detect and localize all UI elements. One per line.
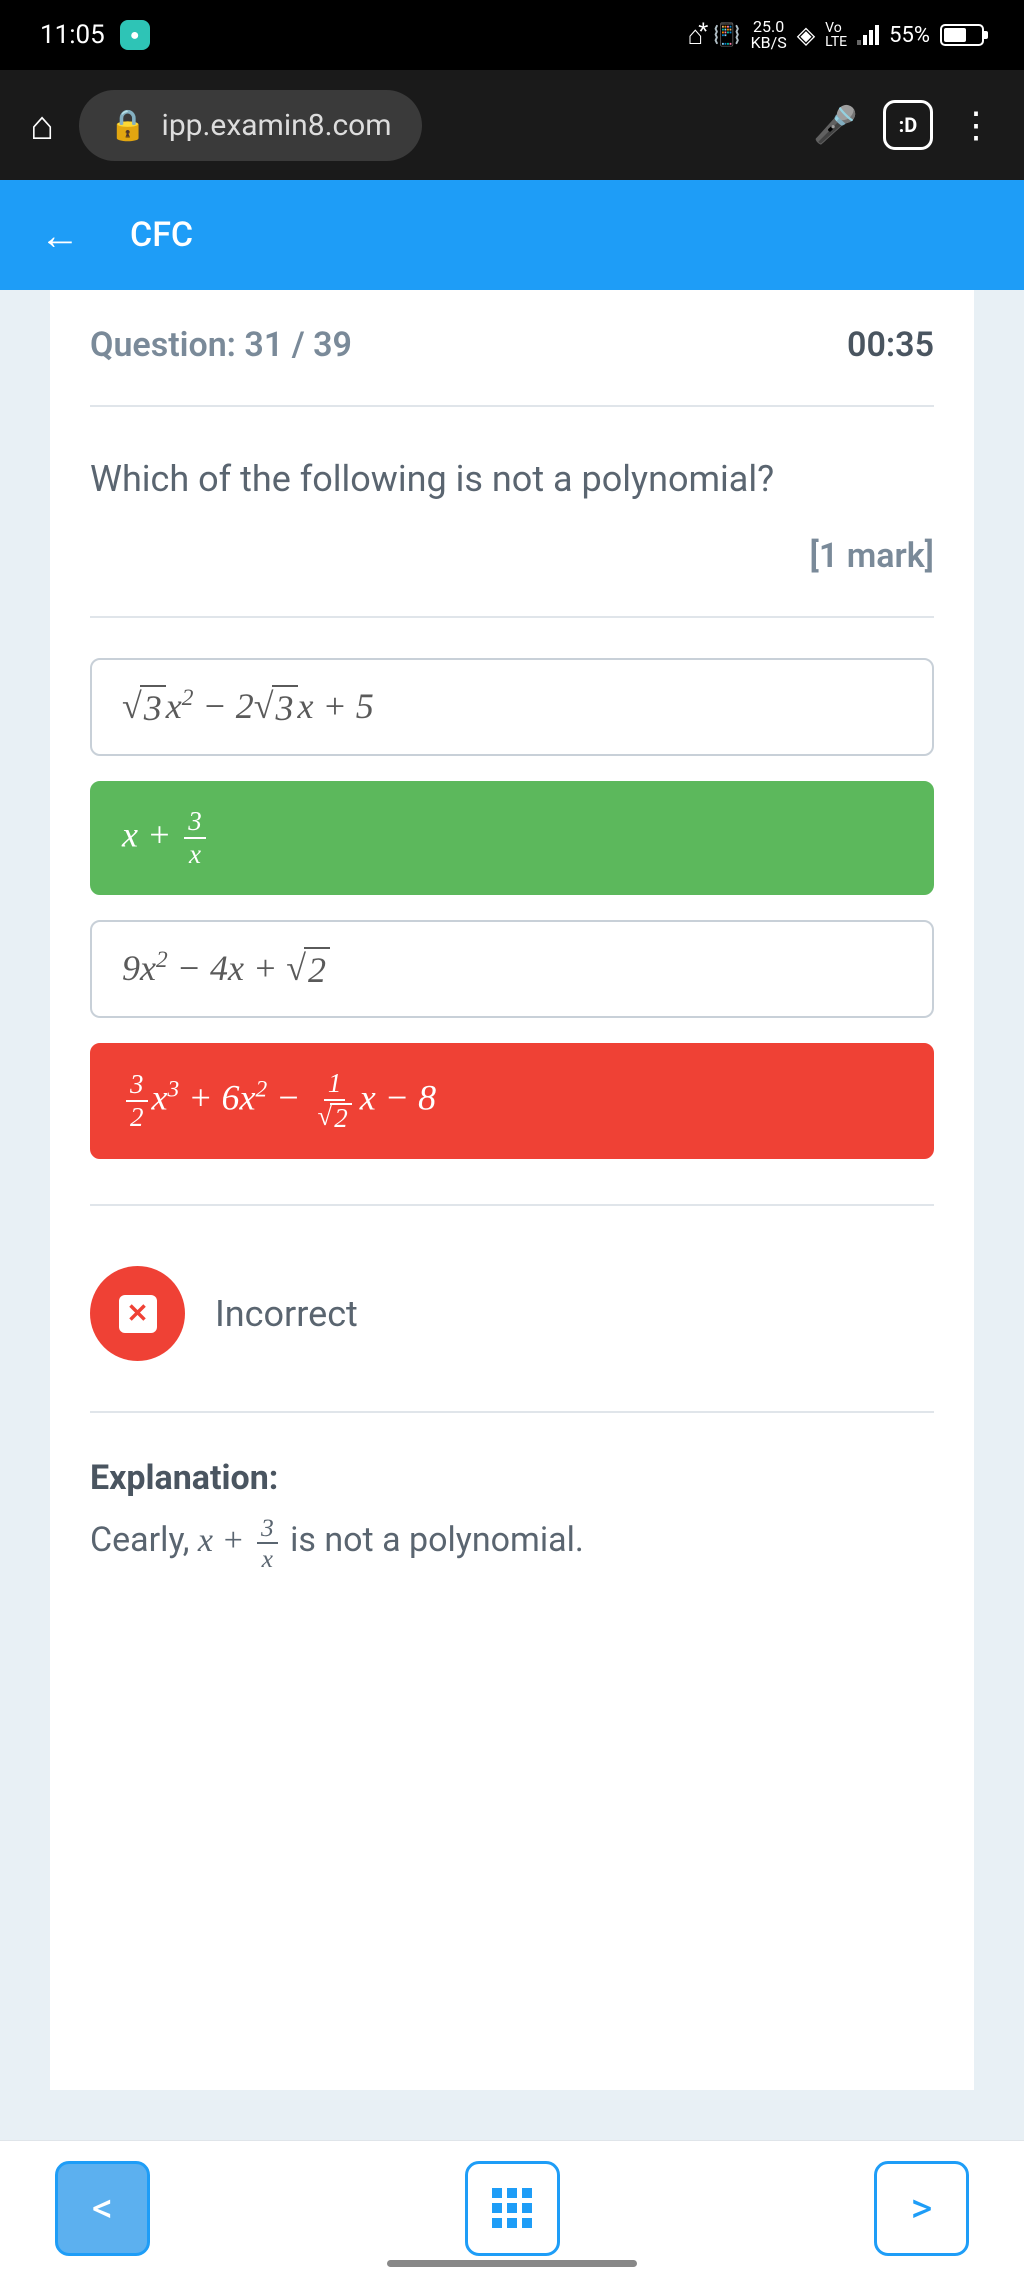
bluetooth-icon: ⌂⃰ [687, 20, 703, 51]
status-bar: 11:05 ● ⌂⃰ 📳 25.0 KB/S ◈ VoLTE 55% [0, 0, 1024, 70]
result-label: Incorrect [215, 1293, 358, 1335]
status-time: 11:05 [40, 20, 105, 50]
camera-indicator-icon: ● [120, 20, 150, 50]
option-b[interactable]: x + 3x [90, 781, 934, 895]
browser-bar: ⌂ 🔒 ipp.examin8.com 🎤 :D ⋮ [0, 70, 1024, 180]
mic-icon[interactable]: 🎤 [813, 104, 858, 146]
question-timer: 00:35 [847, 325, 934, 365]
home-icon[interactable]: ⌂ [30, 102, 54, 149]
wifi-icon: ◈ [797, 21, 815, 49]
question-counter: Question: 31 / 39 [90, 325, 352, 365]
app-title: CFC [130, 215, 193, 255]
more-icon[interactable]: ⋮ [958, 104, 994, 146]
url-text: ipp.examin8.com [162, 108, 392, 143]
grid-icon [492, 2188, 532, 2228]
net-label: VoLTE [825, 21, 847, 49]
option-a[interactable]: 3x2 − 23x + 5 [90, 658, 934, 756]
page-background: Question: 31 / 39 00:35 Which of the fol… [0, 290, 1024, 2140]
prev-button[interactable]: < [55, 2161, 150, 2256]
result-badge: ✕ [90, 1266, 185, 1361]
lock-icon: 🔒 [109, 108, 146, 143]
battery-pct: 55% [889, 23, 930, 48]
result-row: ✕ Incorrect [90, 1266, 934, 1361]
option-c[interactable]: 9x2 − 4x + 2 [90, 920, 934, 1018]
explanation-text: Cearly, x + 3x is not a polynomial. [90, 1513, 934, 1572]
question-marks: [1 mark] [90, 536, 934, 576]
question-card: Question: 31 / 39 00:35 Which of the fol… [50, 290, 974, 2090]
question-text: Which of the following is not a polynomi… [90, 452, 934, 506]
emoji-button[interactable]: :D [883, 100, 933, 150]
home-indicator [387, 2260, 637, 2267]
next-button[interactable]: > [874, 2161, 969, 2256]
data-unit: KB/S [751, 35, 787, 51]
battery-icon [940, 24, 984, 46]
grid-button[interactable] [465, 2161, 560, 2256]
option-d[interactable]: 32x3 + 6x2 − 12x − 8 [90, 1043, 934, 1159]
explanation-title: Explanation: [90, 1458, 934, 1498]
app-header: ← CFC [0, 180, 1024, 290]
back-button[interactable]: ← [40, 212, 80, 259]
vibrate-icon: 📳 [713, 23, 740, 48]
signal-icon [857, 25, 879, 45]
bottom-nav: < > [0, 2140, 1024, 2275]
cross-icon: ✕ [119, 1295, 157, 1333]
url-bar[interactable]: 🔒 ipp.examin8.com [79, 90, 421, 161]
